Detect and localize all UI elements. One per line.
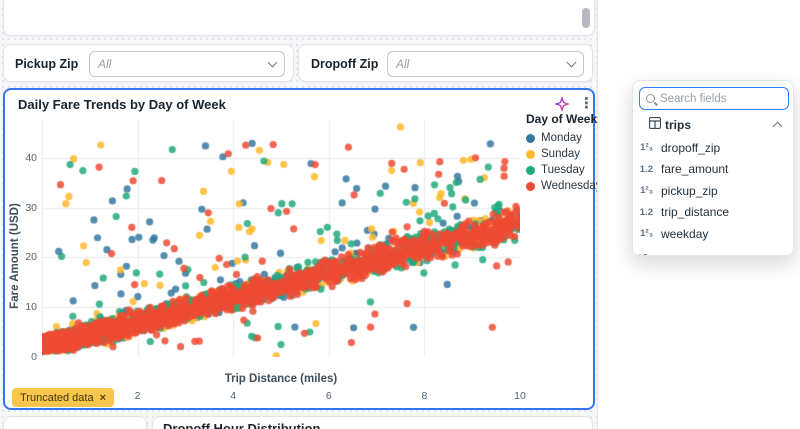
pickup-zip-value: All xyxy=(98,57,112,71)
field-name: trip_distance xyxy=(661,205,730,219)
scatter-chart-card[interactable]: Daily Fare Trends by Day of Week ⋮ Day o… xyxy=(3,88,602,410)
dropoff-zip-filter-label: Dropoff Zip xyxy=(311,57,379,71)
legend-item-monday[interactable]: Monday xyxy=(526,130,600,146)
legend-item-sunday[interactable]: Sunday xyxy=(526,146,600,162)
field-search-dropdown: trips 1²₃ dropoff_zip 1.2 fare_amount 1²₃ pic… xyxy=(632,80,794,256)
field-search-box xyxy=(639,87,789,110)
field-row-dropoff_zip[interactable]: 1²₃ dropoff_zip xyxy=(633,137,793,158)
dropoff-zip-select[interactable]: All xyxy=(387,51,584,77)
field-search-input[interactable] xyxy=(660,92,782,105)
legend-label: Tuesday xyxy=(541,164,585,176)
chart-menu-kebab-icon[interactable]: ⋮ xyxy=(579,95,594,112)
table-name: trips xyxy=(665,117,692,132)
truncated-data-badge: Truncated data × xyxy=(12,388,115,407)
legend-item-tuesday[interactable]: Tuesday xyxy=(526,162,600,178)
decimal-type-icon: 1.2 xyxy=(639,163,653,175)
truncated-data-label: Truncated data xyxy=(20,391,94,404)
vertical-scrollbar-thumb[interactable] xyxy=(582,8,590,28)
dropoff-hour-card: Dropoff Hour Distribution xyxy=(152,416,593,429)
assistant-sparkle-icon[interactable] xyxy=(553,95,571,113)
x-axis-title: Trip Distance (miles) xyxy=(224,373,338,385)
legend-dot-icon xyxy=(526,165,535,175)
y-axis-title: Fare Amount (USD) xyxy=(9,203,21,309)
x-tick-label: 6 xyxy=(325,390,332,402)
x-tick-label: 10 xyxy=(514,390,526,402)
field-row-partial[interactable]: Aᴮᴄ xyxy=(633,248,793,255)
top-widget-card xyxy=(3,0,595,36)
field-name: pickup_zip xyxy=(661,183,718,198)
y-tick-labels: 0 10 20 30 40 xyxy=(5,90,37,370)
table-icon xyxy=(633,116,662,132)
search-icon xyxy=(646,94,655,103)
decimal-type-icon: 1.2 xyxy=(639,206,653,218)
y-tick-label: 20 xyxy=(25,251,37,264)
chevron-up-icon xyxy=(772,119,783,132)
x-tick-label: 2 xyxy=(134,390,141,402)
field-row-weekday[interactable]: 1²₃ weekday xyxy=(633,223,793,244)
y-tick-label: 0 xyxy=(31,351,37,363)
dropoff-zip-value: All xyxy=(396,57,410,71)
table-group-row[interactable]: trips xyxy=(633,114,793,135)
integer-type-icon: 1²₃ xyxy=(640,185,653,196)
pickup-zip-filter-label: Pickup Zip xyxy=(15,57,79,71)
y-tick-label: 30 xyxy=(25,201,37,214)
legend-label: Monday xyxy=(541,132,582,144)
bottom-left-card xyxy=(3,416,147,429)
legend-dot-icon xyxy=(526,181,535,191)
chevron-down-icon xyxy=(566,57,577,68)
field-row-fare_amount[interactable]: 1.2 fare_amount xyxy=(633,159,793,180)
legend-label: Wednesday xyxy=(541,180,602,192)
x-tick-label: 8 xyxy=(421,390,428,402)
legend-dot-icon xyxy=(526,149,535,159)
chart-title: Daily Fare Trends by Day of Week xyxy=(18,97,226,112)
legend-title: Day of Week xyxy=(526,112,598,126)
chevron-down-icon xyxy=(267,57,278,68)
y-tick-label: 40 xyxy=(25,151,37,164)
x-tick-label: 4 xyxy=(230,390,237,402)
dashboard-canvas: Pickup Zip All Dropoff Zip All Daily Far… xyxy=(0,0,602,429)
legend-item-wednesday[interactable]: Wednesday xyxy=(526,178,602,194)
field-row-trip_distance[interactable]: 1.2 trip_distance xyxy=(633,202,793,223)
y-tick-label: 10 xyxy=(25,301,37,314)
field-name: dropoff_zip xyxy=(661,140,721,155)
field-name: fare_amount xyxy=(661,162,729,176)
pickup-zip-filter-card: Pickup Zip All xyxy=(3,44,294,82)
integer-type-icon: 1²₃ xyxy=(640,228,653,239)
integer-type-icon: 1²₃ xyxy=(640,142,653,153)
field-row-pickup_zip[interactable]: 1²₃ pickup_zip xyxy=(633,180,793,201)
field-name: weekday xyxy=(661,226,709,241)
pickup-zip-select[interactable]: All xyxy=(89,51,285,77)
chart-legend: Day of Week Monday Sunday Tuesday Wednes… xyxy=(526,112,602,194)
bottom-card-title: Dropoff Hour Distribution xyxy=(163,421,321,429)
badge-close-icon[interactable]: × xyxy=(99,391,107,404)
string-type-icon: Aᴮᴄ xyxy=(633,253,657,255)
legend-dot-icon xyxy=(526,133,535,143)
dropoff-zip-filter-card: Dropoff Zip All xyxy=(298,44,593,82)
scatter-plot-canvas[interactable] xyxy=(42,120,520,357)
legend-label: Sunday xyxy=(541,148,581,160)
